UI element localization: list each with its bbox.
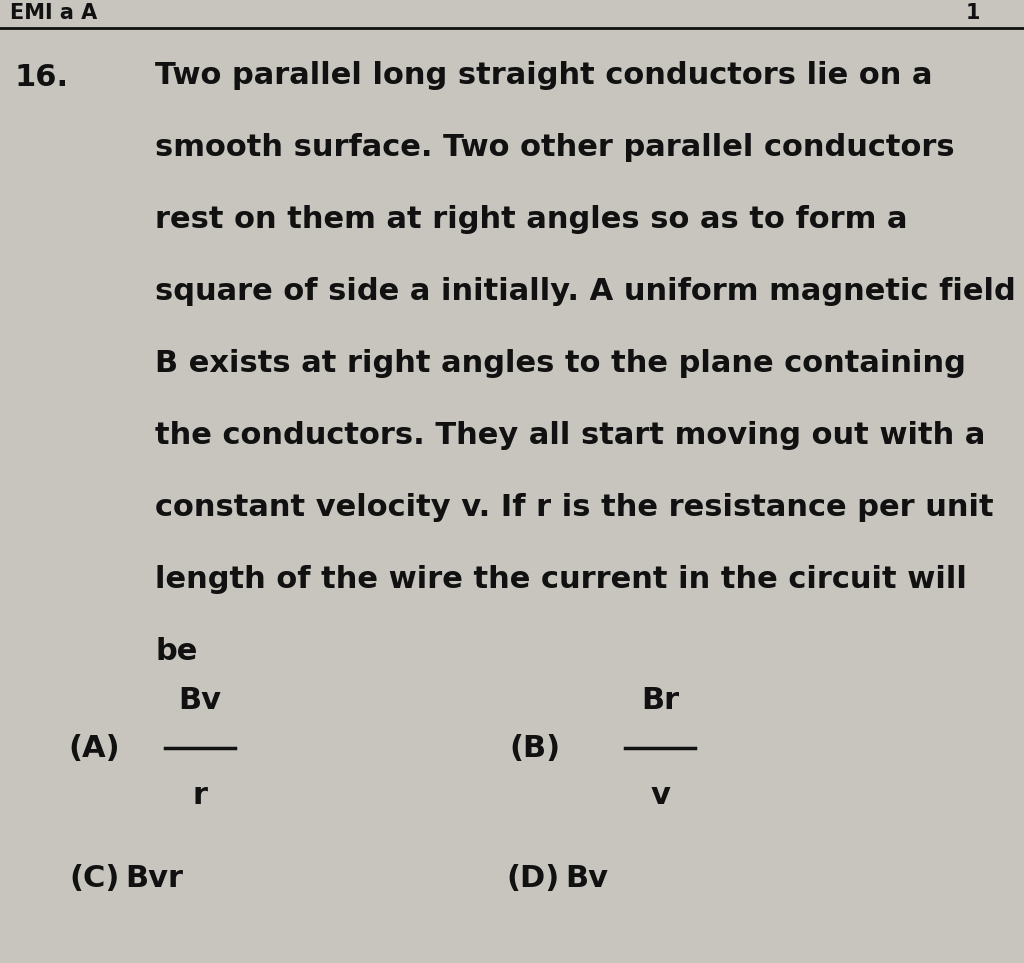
Text: constant velocity v. If r is the resistance per unit: constant velocity v. If r is the resista… — [155, 493, 993, 522]
Text: 1: 1 — [966, 3, 980, 23]
Text: Br: Br — [641, 686, 679, 715]
Text: the conductors. They all start moving out with a: the conductors. They all start moving ou… — [155, 421, 985, 450]
Text: v: v — [650, 781, 670, 810]
Text: rest on them at right angles so as to form a: rest on them at right angles so as to fo… — [155, 205, 907, 234]
Text: r: r — [193, 781, 208, 810]
Text: 16.: 16. — [15, 63, 70, 92]
Text: (B): (B) — [509, 734, 560, 763]
Text: Bv: Bv — [178, 686, 221, 715]
Text: square of side a initially. A uniform magnetic field: square of side a initially. A uniform ma… — [155, 277, 1016, 306]
Text: smooth surface. Two other parallel conductors: smooth surface. Two other parallel condu… — [155, 133, 954, 162]
Text: EMI a A: EMI a A — [10, 3, 97, 23]
Text: be: be — [155, 637, 198, 666]
Text: Bvr: Bvr — [125, 864, 183, 893]
Text: (C): (C) — [70, 864, 120, 893]
Text: (D): (D) — [507, 864, 560, 893]
Text: length of the wire the current in the circuit will: length of the wire the current in the ci… — [155, 565, 967, 594]
Text: Bv: Bv — [565, 864, 608, 893]
Text: (A): (A) — [69, 734, 120, 763]
Text: Two parallel long straight conductors lie on a: Two parallel long straight conductors li… — [155, 61, 933, 90]
Text: B exists at right angles to the plane containing: B exists at right angles to the plane co… — [155, 349, 966, 378]
